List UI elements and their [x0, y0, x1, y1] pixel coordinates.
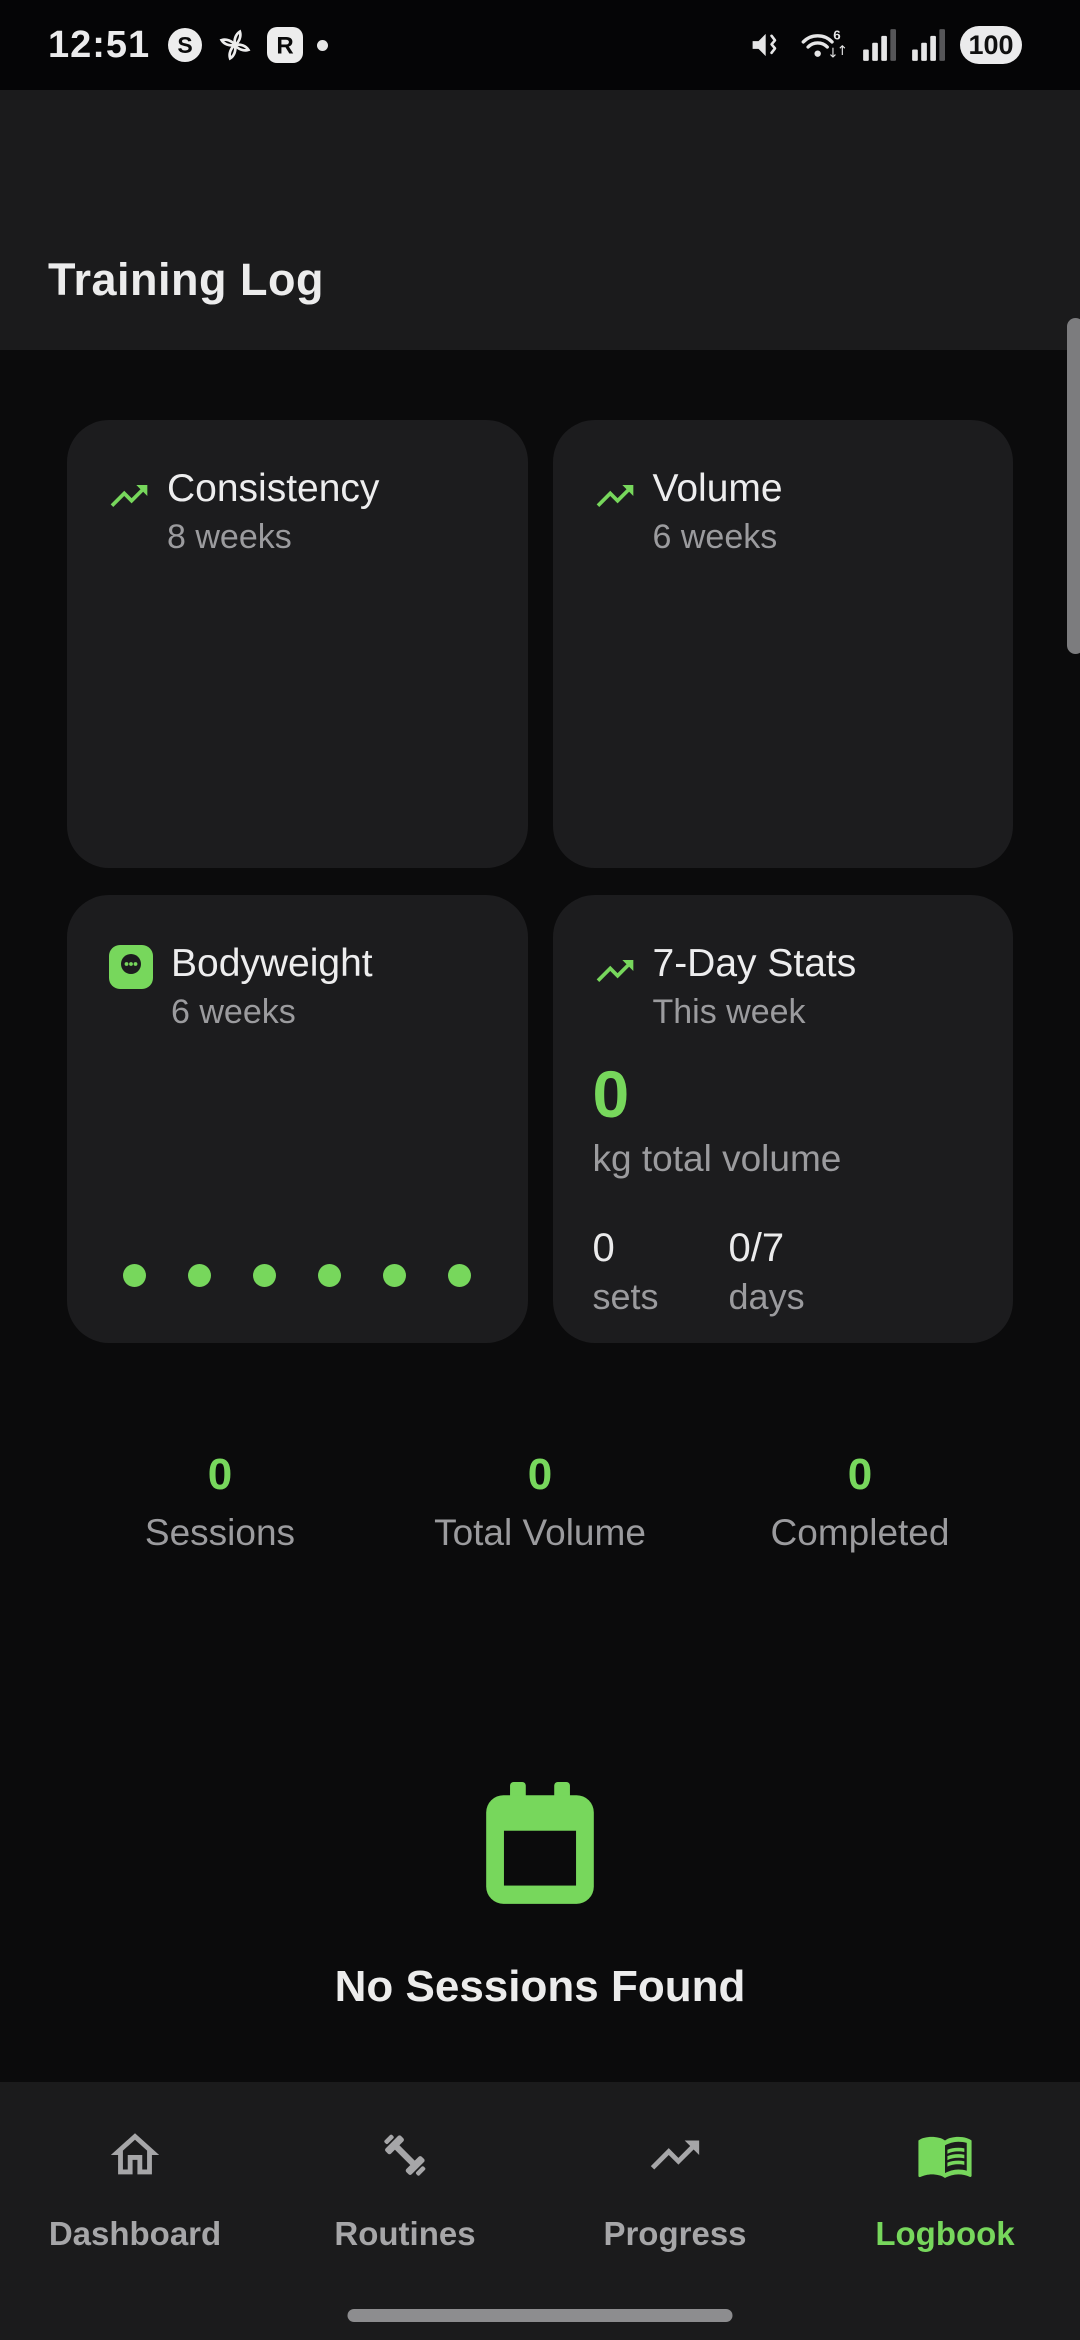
home-icon [106, 2126, 164, 2189]
sets-value: 0 [592, 1226, 615, 1271]
bodyweight-scale-icon [107, 943, 155, 996]
notification-dot-icon [317, 39, 329, 51]
completed-count: 0 [847, 1450, 873, 1499]
completed-label: Completed [770, 1512, 950, 1553]
bodyweight-dot [253, 1264, 277, 1287]
trending-up-icon [646, 2126, 704, 2189]
svg-text:R: R [277, 33, 294, 60]
nav-label: Progress [603, 2215, 747, 2252]
status-time: 12:51 [48, 23, 151, 66]
consistency-card[interactable]: Consistency 8 weeks [67, 420, 528, 868]
signal-sim1-icon [863, 29, 896, 61]
bodyweight-dot [123, 1264, 146, 1287]
home-indicator[interactable] [347, 2309, 733, 2322]
nav-item-logbook[interactable]: Logbook [810, 2082, 1080, 2253]
days-stat: 0/7 days [729, 1224, 805, 1318]
empty-sessions-state: No Sessions Found [0, 1782, 1080, 2012]
trending-up-icon [107, 474, 151, 523]
card-subtitle: 8 weeks [167, 517, 292, 556]
scrollbar-thumb[interactable] [1067, 318, 1080, 654]
stats-cards-grid: Consistency 8 weeks Volume 6 weeks [67, 420, 1013, 1343]
page-title: Training Log [48, 254, 324, 305]
bodyweight-dot [188, 1264, 212, 1287]
open-book-icon [916, 2126, 974, 2189]
svg-text:↑: ↑ [837, 44, 847, 59]
sessions-label: Sessions [144, 1512, 296, 1553]
notification-badges: S R [166, 26, 329, 64]
days-value: 0/7 [728, 1226, 785, 1271]
sessions-count: 0 [207, 1450, 233, 1499]
bodyweight-card[interactable]: Bodyweight 6 weeks [67, 895, 528, 1343]
card-title: Bodyweight [171, 942, 373, 985]
days-label: days [728, 1276, 805, 1318]
nav-item-routines[interactable]: Routines [270, 2082, 540, 2253]
volume-card[interactable]: Volume 6 weeks [552, 420, 1013, 868]
card-title: Consistency [167, 467, 380, 510]
pinwheel-app-badge-icon [219, 29, 251, 61]
card-title: 7-Day Stats [652, 942, 857, 985]
card-subtitle: 6 weeks [652, 517, 778, 556]
completed-summary: 0 Completed [700, 1450, 1020, 1554]
nav-item-dashboard[interactable]: Dashboard [0, 2082, 270, 2253]
calendar-icon [486, 1782, 594, 1904]
signal-sim2-icon [912, 29, 945, 61]
card-title: Volume [652, 467, 783, 510]
nav-label: Logbook [875, 2215, 1015, 2252]
bodyweight-dots [123, 1264, 472, 1287]
status-bar-left: 12:51 S R [48, 23, 329, 67]
trending-up-icon [593, 474, 637, 523]
wifi-6-icon: 6 ↓ ↑ [801, 28, 847, 62]
s-app-badge-icon: S [168, 28, 203, 62]
trending-up-icon [593, 949, 637, 998]
app-header: Training Log [0, 90, 1080, 350]
bottom-navigation: Dashboard Routines Progres [0, 2082, 1080, 2340]
r-app-badge-icon: R [267, 27, 304, 63]
summary-stats-row: 0 Sessions 0 Total Volume 0 Completed [60, 1450, 1020, 1554]
total-volume-label: kg total volume [592, 1138, 842, 1180]
status-bar: 12:51 S R [0, 0, 1080, 90]
card-subtitle: This week [652, 992, 806, 1031]
sessions-summary: 0 Sessions [60, 1450, 380, 1554]
svg-text:6: 6 [833, 28, 840, 43]
seven-day-stats-card[interactable]: 7-Day Stats This week 0 kg total volume … [552, 895, 1013, 1343]
sets-label: sets [592, 1276, 659, 1318]
sets-stat: 0 sets [593, 1224, 659, 1318]
total-volume-summary: 0 Total Volume [380, 1450, 700, 1554]
battery-indicator: 100 [960, 26, 1022, 64]
total-volume-count: 0 [527, 1450, 553, 1499]
bodyweight-dot [318, 1264, 342, 1287]
bodyweight-dot [448, 1264, 472, 1287]
nav-label: Routines [334, 2215, 476, 2252]
svg-text:S: S [178, 32, 193, 58]
total-volume-value: 0 [592, 1056, 630, 1131]
dumbbell-icon [376, 2126, 434, 2189]
mute-vibrate-icon [752, 33, 777, 57]
empty-state-title: No Sessions Found [334, 1962, 746, 2011]
card-subtitle: 6 weeks [171, 992, 296, 1031]
status-bar-right: 6 ↓ ↑ 100 [750, 26, 1022, 64]
svg-text:↓: ↓ [827, 47, 838, 62]
nav-item-progress[interactable]: Progress [540, 2082, 810, 2253]
nav-label: Dashboard [48, 2215, 222, 2252]
bodyweight-dot [383, 1264, 407, 1287]
total-volume-label: Total Volume [434, 1512, 646, 1553]
